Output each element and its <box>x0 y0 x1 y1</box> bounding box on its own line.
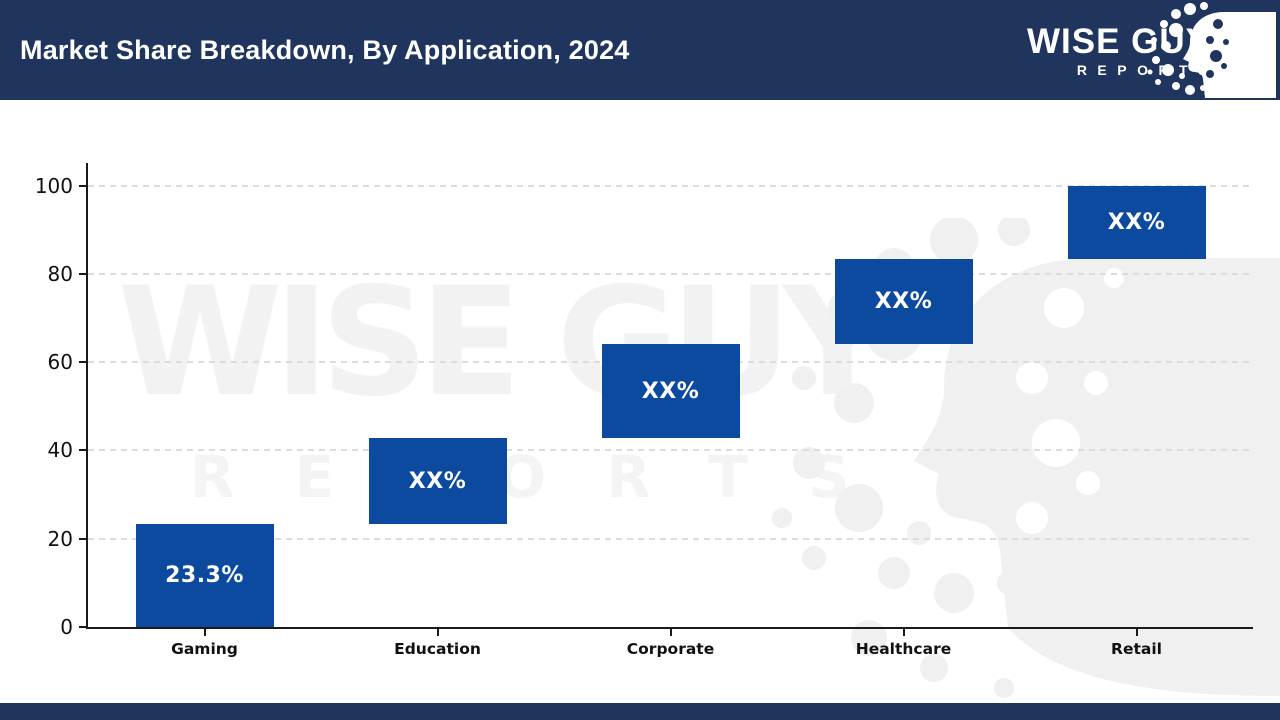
y-axis-spine <box>86 163 88 629</box>
x-category-label-corporate: Corporate <box>626 640 715 658</box>
footer-bar <box>0 703 1280 720</box>
bar-healthcare: XX% <box>834 258 973 345</box>
bar-value-label-retail: XX% <box>1107 209 1166 235</box>
bar-value-label-gaming: 23.3% <box>165 563 244 589</box>
y-tick-label: 60 <box>47 350 73 375</box>
watermark-reports: REPORTS <box>190 443 910 511</box>
gridline-40 <box>88 449 1253 452</box>
x-category-label-gaming: Gaming <box>171 640 238 658</box>
bar-value-label-corporate: XX% <box>641 378 700 404</box>
x-axis-spine <box>86 627 1253 629</box>
bar-value-label-healthcare: XX% <box>874 289 933 315</box>
y-tick-label: 0 <box>60 615 73 639</box>
gridline-80 <box>88 272 1253 275</box>
page-title: Market Share Breakdown, By Application, … <box>20 34 630 65</box>
x-tick <box>669 629 672 636</box>
bar-gaming: 23.3% <box>135 524 274 627</box>
gridline-100 <box>88 184 1253 187</box>
logo-text-reports: REPORTS <box>1076 62 1218 78</box>
x-category-label-education: Education <box>394 640 481 658</box>
bar-corporate: XX% <box>601 344 740 439</box>
x-tick <box>203 629 206 636</box>
bar-value-label-education: XX% <box>408 468 467 494</box>
y-tick <box>79 449 86 452</box>
x-tick <box>436 629 439 636</box>
x-tick <box>1135 629 1138 636</box>
header-bar: Market Share Breakdown, By Application, … <box>0 0 1280 100</box>
x-tick <box>902 629 905 636</box>
y-tick <box>79 626 86 628</box>
waterfall-chart: WISE GUY REPORTS 0 20 40 60 80 100 23.3% Gaming… <box>0 100 1280 704</box>
bar-education: XX% <box>368 438 507 525</box>
watermark-wiseguy: WISE GUY <box>117 256 892 430</box>
bar-retail: XX% <box>1067 185 1206 259</box>
y-tick <box>79 272 86 275</box>
x-category-label-healthcare: Healthcare <box>855 640 952 658</box>
logo-head-icon <box>1147 2 1276 98</box>
y-tick <box>79 184 86 187</box>
x-category-label-retail: Retail <box>1111 640 1162 658</box>
y-tick <box>79 537 86 540</box>
y-tick-label: 100 <box>34 173 73 198</box>
y-tick-label: 40 <box>47 438 73 463</box>
gridline-20 <box>88 537 1253 540</box>
y-tick-label: 20 <box>47 526 73 551</box>
y-tick <box>79 361 86 364</box>
wiseguy-logo: WISE GUY REPORTS <box>1022 0 1276 100</box>
y-tick-label: 80 <box>47 261 73 286</box>
